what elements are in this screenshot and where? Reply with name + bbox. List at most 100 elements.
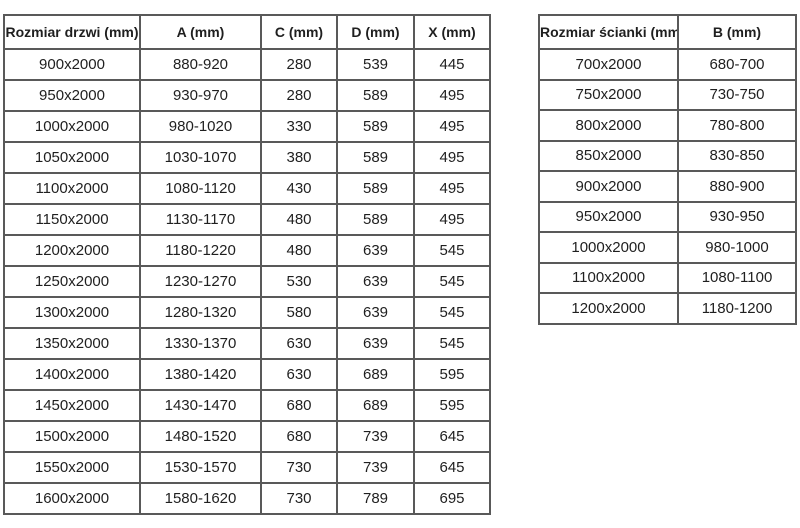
wall-sizes-table: Rozmiar ścianki (mm) B (mm) 700x2000 680-… <box>538 14 797 325</box>
table-row: 1050x2000 1030-1070 380 589 495 <box>3 141 491 174</box>
table-cell: 495 <box>413 79 491 112</box>
table-cell: 1280-1320 <box>139 296 262 329</box>
table-cell: 830-850 <box>677 139 797 172</box>
table-row: 1250x2000 1230-1270 530 639 545 <box>3 265 491 298</box>
table-cell: 980-1020 <box>139 110 262 143</box>
table-cell: 689 <box>336 358 415 391</box>
table-cell: 930-950 <box>677 200 797 233</box>
table-cell: 1080-1120 <box>139 172 262 205</box>
table-cell: 639 <box>336 234 415 267</box>
table-cell: 595 <box>413 358 491 391</box>
table-cell: 1000x2000 <box>3 110 141 143</box>
table-cell: 900x2000 <box>3 48 141 81</box>
table-cell: 545 <box>413 265 491 298</box>
table-cell: 980-1000 <box>677 231 797 264</box>
table-cell: 800x2000 <box>538 109 679 142</box>
table-cell: 639 <box>336 296 415 329</box>
table-cell: 950x2000 <box>538 200 679 233</box>
table-cell: 1500x2000 <box>3 420 141 453</box>
table-cell: 1080-1100 <box>677 261 797 294</box>
table-cell: 589 <box>336 110 415 143</box>
table-cell: 1330-1370 <box>139 327 262 360</box>
column-header-b: B (mm) <box>677 14 797 50</box>
table-row: 1350x2000 1330-1370 630 639 545 <box>3 327 491 360</box>
column-header-wall-size: Rozmiar ścianki (mm) <box>538 14 679 50</box>
table-cell: 280 <box>260 48 338 81</box>
table-cell: 580 <box>260 296 338 329</box>
table-cell: 480 <box>260 203 338 236</box>
table-cell: 430 <box>260 172 338 205</box>
table-cell: 530 <box>260 265 338 298</box>
table-cell: 595 <box>413 389 491 422</box>
table-cell: 630 <box>260 358 338 391</box>
table-row: 1450x2000 1430-1470 680 689 595 <box>3 389 491 422</box>
table-row: 1000x2000 980-1020 330 589 495 <box>3 110 491 143</box>
table-cell: 1200x2000 <box>3 234 141 267</box>
table-cell: 645 <box>413 451 491 484</box>
table-row: 1500x2000 1480-1520 680 739 645 <box>3 420 491 453</box>
table-cell: 545 <box>413 296 491 329</box>
table-cell: 380 <box>260 141 338 174</box>
table-cell: 930-970 <box>139 79 262 112</box>
table-cell: 630 <box>260 327 338 360</box>
table-cell: 589 <box>336 79 415 112</box>
table-cell: 680-700 <box>677 48 797 81</box>
table-cell: 1050x2000 <box>3 141 141 174</box>
table-row: 750x2000 730-750 <box>538 78 797 111</box>
table-cell: 545 <box>413 234 491 267</box>
column-header-a: A (mm) <box>139 14 262 50</box>
table-cell: 850x2000 <box>538 139 679 172</box>
table-cell: 589 <box>336 141 415 174</box>
table-cell: 900x2000 <box>538 170 679 203</box>
table-cell: 639 <box>336 327 415 360</box>
table-cell: 1550x2000 <box>3 451 141 484</box>
door-sizes-table: Rozmiar drzwi (mm) A (mm) C (mm) D (mm) … <box>3 14 491 515</box>
table-cell: 1600x2000 <box>3 482 141 515</box>
table-cell: 1200x2000 <box>538 292 679 325</box>
table-row: 850x2000 830-850 <box>538 139 797 172</box>
column-header-door-size: Rozmiar drzwi (mm) <box>3 14 141 50</box>
table-cell: 700x2000 <box>538 48 679 81</box>
table-cell: 1180-1220 <box>139 234 262 267</box>
table-cell: 880-900 <box>677 170 797 203</box>
table-cell: 495 <box>413 172 491 205</box>
table-cell: 280 <box>260 79 338 112</box>
table-cell: 680 <box>260 389 338 422</box>
table-cell: 495 <box>413 110 491 143</box>
table-cell: 1180-1200 <box>677 292 797 325</box>
table-cell: 1430-1470 <box>139 389 262 422</box>
table-row: 1200x2000 1180-1220 480 639 545 <box>3 234 491 267</box>
wall-table-body: 700x2000 680-700 750x2000 730-750 800x2000 78… <box>538 48 797 325</box>
table-cell: 1000x2000 <box>538 231 679 264</box>
table-row: 1400x2000 1380-1420 630 689 595 <box>3 358 491 391</box>
table-cell: 1100x2000 <box>3 172 141 205</box>
table-cell: 480 <box>260 234 338 267</box>
table-cell: 1530-1570 <box>139 451 262 484</box>
table-row: 950x2000 930-970 280 589 495 <box>3 79 491 112</box>
table-row: 700x2000 680-700 <box>538 48 797 81</box>
table-row: 1600x2000 1580-1620 730 789 695 <box>3 482 491 515</box>
table-cell: 730 <box>260 482 338 515</box>
table-cell: 739 <box>336 420 415 453</box>
table-row: 900x2000 880-920 280 539 445 <box>3 48 491 81</box>
table-cell: 1350x2000 <box>3 327 141 360</box>
table-row: 800x2000 780-800 <box>538 109 797 142</box>
column-header-c: C (mm) <box>260 14 338 50</box>
table-cell: 445 <box>413 48 491 81</box>
table-row: 1100x2000 1080-1120 430 589 495 <box>3 172 491 205</box>
table-row: 950x2000 930-950 <box>538 200 797 233</box>
table-cell: 495 <box>413 203 491 236</box>
table-cell: 730-750 <box>677 78 797 111</box>
table-cell: 1130-1170 <box>139 203 262 236</box>
table-cell: 1230-1270 <box>139 265 262 298</box>
table-cell: 950x2000 <box>3 79 141 112</box>
table-cell: 1250x2000 <box>3 265 141 298</box>
table-cell: 680 <box>260 420 338 453</box>
header-row: Rozmiar drzwi (mm) A (mm) C (mm) D (mm) … <box>3 14 491 50</box>
table-row: 1200x2000 1180-1200 <box>538 292 797 325</box>
table-cell: 1030-1070 <box>139 141 262 174</box>
table-cell: 645 <box>413 420 491 453</box>
table-cell: 789 <box>336 482 415 515</box>
table-cell: 330 <box>260 110 338 143</box>
table-cell: 589 <box>336 172 415 205</box>
